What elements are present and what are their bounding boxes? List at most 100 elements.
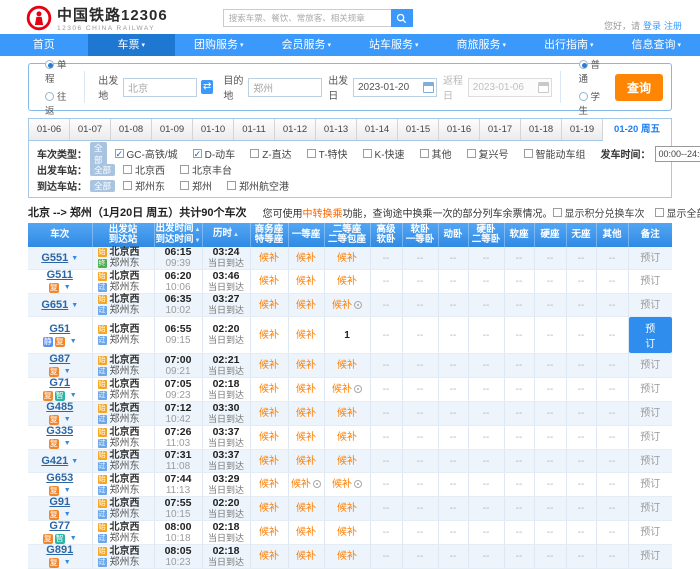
train-number-link[interactable]: G485 xyxy=(46,401,74,413)
train-number-link[interactable]: G653 xyxy=(46,472,74,484)
waitlist-info-icon[interactable] xyxy=(354,300,362,309)
train-number-link[interactable]: G77 xyxy=(49,520,71,532)
waitlist-info-icon[interactable] xyxy=(354,385,362,393)
pax-student-option[interactable]: 学生 xyxy=(578,92,601,117)
train-expand-caret[interactable]: ▼ xyxy=(69,535,77,542)
filter-type-GC-高铁/城[interactable]: GC-高铁/城 xyxy=(114,146,178,161)
login-link[interactable]: 登录 xyxy=(642,21,661,31)
train-expand-caret[interactable]: ▼ xyxy=(63,416,71,423)
pax-normal-option[interactable]: 普通 xyxy=(578,60,601,85)
col-duration[interactable]: 历时▲ xyxy=(202,223,251,247)
nav-item-出行指南[interactable]: 出行指南 ▾ xyxy=(543,39,594,51)
nav-item-信息查询[interactable]: 信息查询 ▾ xyxy=(631,39,681,51)
remark-cell: 预订 xyxy=(628,377,672,402)
train-number-link[interactable]: G71 xyxy=(49,377,71,389)
train-number-link[interactable]: G551 xyxy=(41,251,69,264)
filter-to-郑州东[interactable]: 郑州东 xyxy=(123,178,165,193)
filter-to-郑州[interactable]: 郑州 xyxy=(180,178,212,193)
register-link[interactable]: 注册 xyxy=(663,21,682,31)
checkbox-icon xyxy=(227,181,237,190)
start-station-icon: 始 xyxy=(97,379,107,389)
date-tab-01-07[interactable]: 01-07 xyxy=(70,119,111,140)
search-button[interactable] xyxy=(390,9,413,27)
date-tab-01-19[interactable]: 01-19 xyxy=(562,119,603,140)
filter-type-复兴号[interactable]: 复兴号 xyxy=(466,146,509,161)
filter-type-其他[interactable]: 其他 xyxy=(419,146,452,161)
date-tab-01-09[interactable]: 01-09 xyxy=(152,119,193,140)
from-station-input[interactable] xyxy=(123,77,198,97)
swap-stations-icon[interactable]: ⇄ xyxy=(201,80,214,94)
train-number-link[interactable]: G335 xyxy=(46,425,74,437)
train-number-link[interactable]: G51 xyxy=(49,322,71,335)
search-input[interactable] xyxy=(222,9,391,27)
train-expand-caret[interactable]: ▼ xyxy=(71,301,79,309)
badge-zhi-icon: 智 xyxy=(54,391,65,401)
date-tab-01-06[interactable]: 01-06 xyxy=(29,119,70,140)
seat-other: -- xyxy=(596,496,629,521)
from-station-all-chip[interactable]: 全部 xyxy=(90,163,116,176)
date-tab-active[interactable]: 01-20 周五 xyxy=(603,119,671,141)
date-tab-01-12[interactable]: 01-12 xyxy=(275,119,316,140)
nav-item-会员服务[interactable]: 会员服务 ▾ xyxy=(281,39,331,51)
date-tab-01-17[interactable]: 01-17 xyxy=(480,119,521,140)
train-number-link[interactable]: G891 xyxy=(46,544,74,556)
train-expand-caret[interactable]: ▼ xyxy=(63,487,71,494)
train-number-link[interactable]: G421 xyxy=(41,454,69,467)
train-expand-caret[interactable]: ▼ xyxy=(63,368,71,375)
show-points-trains-checkbox[interactable]: 显示积分兑换车次 xyxy=(552,205,645,220)
filter-type-D-动车[interactable]: D-动车 xyxy=(192,146,235,161)
transfer-link[interactable]: 中转换乘 xyxy=(302,208,343,220)
filter-type-T-特快[interactable]: T-特快 xyxy=(306,146,348,161)
train-expand-caret[interactable]: ▼ xyxy=(63,440,71,447)
logo[interactable]: 中国铁路12306 12306 CHINA RAILWAY xyxy=(26,4,168,32)
train-expand-caret[interactable]: ▼ xyxy=(71,254,79,262)
date-tab-01-11[interactable]: 01-11 xyxy=(234,119,275,140)
date-tab-01-08[interactable]: 01-08 xyxy=(111,119,152,140)
times-cell: 08:05 10:23 xyxy=(154,544,203,569)
date-tab-01-16[interactable]: 01-16 xyxy=(439,119,480,140)
train-expand-caret[interactable]: ▼ xyxy=(69,392,77,399)
book-button[interactable]: 预订 xyxy=(628,317,672,353)
query-button[interactable]: 查询 xyxy=(615,73,663,101)
train-number-link[interactable]: G511 xyxy=(46,269,73,281)
waitlist-info-icon[interactable] xyxy=(313,480,321,488)
seat-other: -- xyxy=(596,425,629,450)
to-station-input[interactable] xyxy=(248,77,323,97)
filter-type-智能动车组[interactable]: 智能动车组 xyxy=(523,146,586,161)
train-number-link[interactable]: G87 xyxy=(49,353,71,365)
train-number-link[interactable]: G651 xyxy=(41,298,69,311)
filter-from-北京西[interactable]: 北京西 xyxy=(123,162,165,177)
train-expand-caret[interactable]: ▼ xyxy=(63,511,71,518)
train-expand-caret[interactable]: ▼ xyxy=(63,284,71,291)
filter-type-K-快速[interactable]: K-快速 xyxy=(362,146,405,161)
col-times[interactable]: 出发时间▲ 到达时间▼ xyxy=(154,222,203,247)
filter-to-郑州航空港[interactable]: 郑州航空港 xyxy=(227,178,289,193)
show-bookable-trains-checkbox[interactable]: 显示全部可预订车次 xyxy=(654,205,700,220)
seat-hard-seat: -- xyxy=(534,353,567,378)
depart-date-input[interactable] xyxy=(352,77,437,97)
train-expand-caret[interactable]: ▼ xyxy=(69,337,77,345)
filter-from-北京丰台[interactable]: 北京丰台 xyxy=(180,162,232,177)
train-expand-caret[interactable]: ▼ xyxy=(71,457,79,465)
date-tab-01-14[interactable]: 01-14 xyxy=(357,119,398,140)
depart-time-select[interactable]: 00:00--24:00 ▼ xyxy=(654,145,700,162)
nav-item-首页[interactable]: 首页 xyxy=(32,39,55,51)
trip-oneway-option[interactable]: 单程 xyxy=(45,60,67,85)
date-tab-01-10[interactable]: 01-10 xyxy=(193,119,234,140)
train-type-all-chip[interactable]: 全部 xyxy=(90,141,107,166)
date-tab-01-18[interactable]: 01-18 xyxy=(521,119,562,140)
nav-item-商旅服务[interactable]: 商旅服务 ▾ xyxy=(456,39,506,51)
date-tab-01-15[interactable]: 01-15 xyxy=(398,119,439,140)
to-station-all-chip[interactable]: 全部 xyxy=(90,179,116,192)
filter-type-Z-直达[interactable]: Z-直达 xyxy=(250,146,292,161)
train-expand-caret[interactable]: ▼ xyxy=(63,559,71,566)
train-number-link[interactable]: G91 xyxy=(49,496,71,508)
calendar-icon[interactable] xyxy=(422,81,434,93)
train-cell: G51 静复 ▼ xyxy=(28,316,93,354)
nav-item-车票[interactable]: 车票 ▾ xyxy=(87,34,175,56)
trip-round-option[interactable]: 往返 xyxy=(45,92,67,117)
waitlist-info-icon[interactable] xyxy=(354,480,362,488)
nav-item-站车服务[interactable]: 站车服务 ▾ xyxy=(368,39,419,51)
nav-item-团购服务[interactable]: 团购服务 ▾ xyxy=(193,39,244,51)
date-tab-01-13[interactable]: 01-13 xyxy=(316,119,357,140)
